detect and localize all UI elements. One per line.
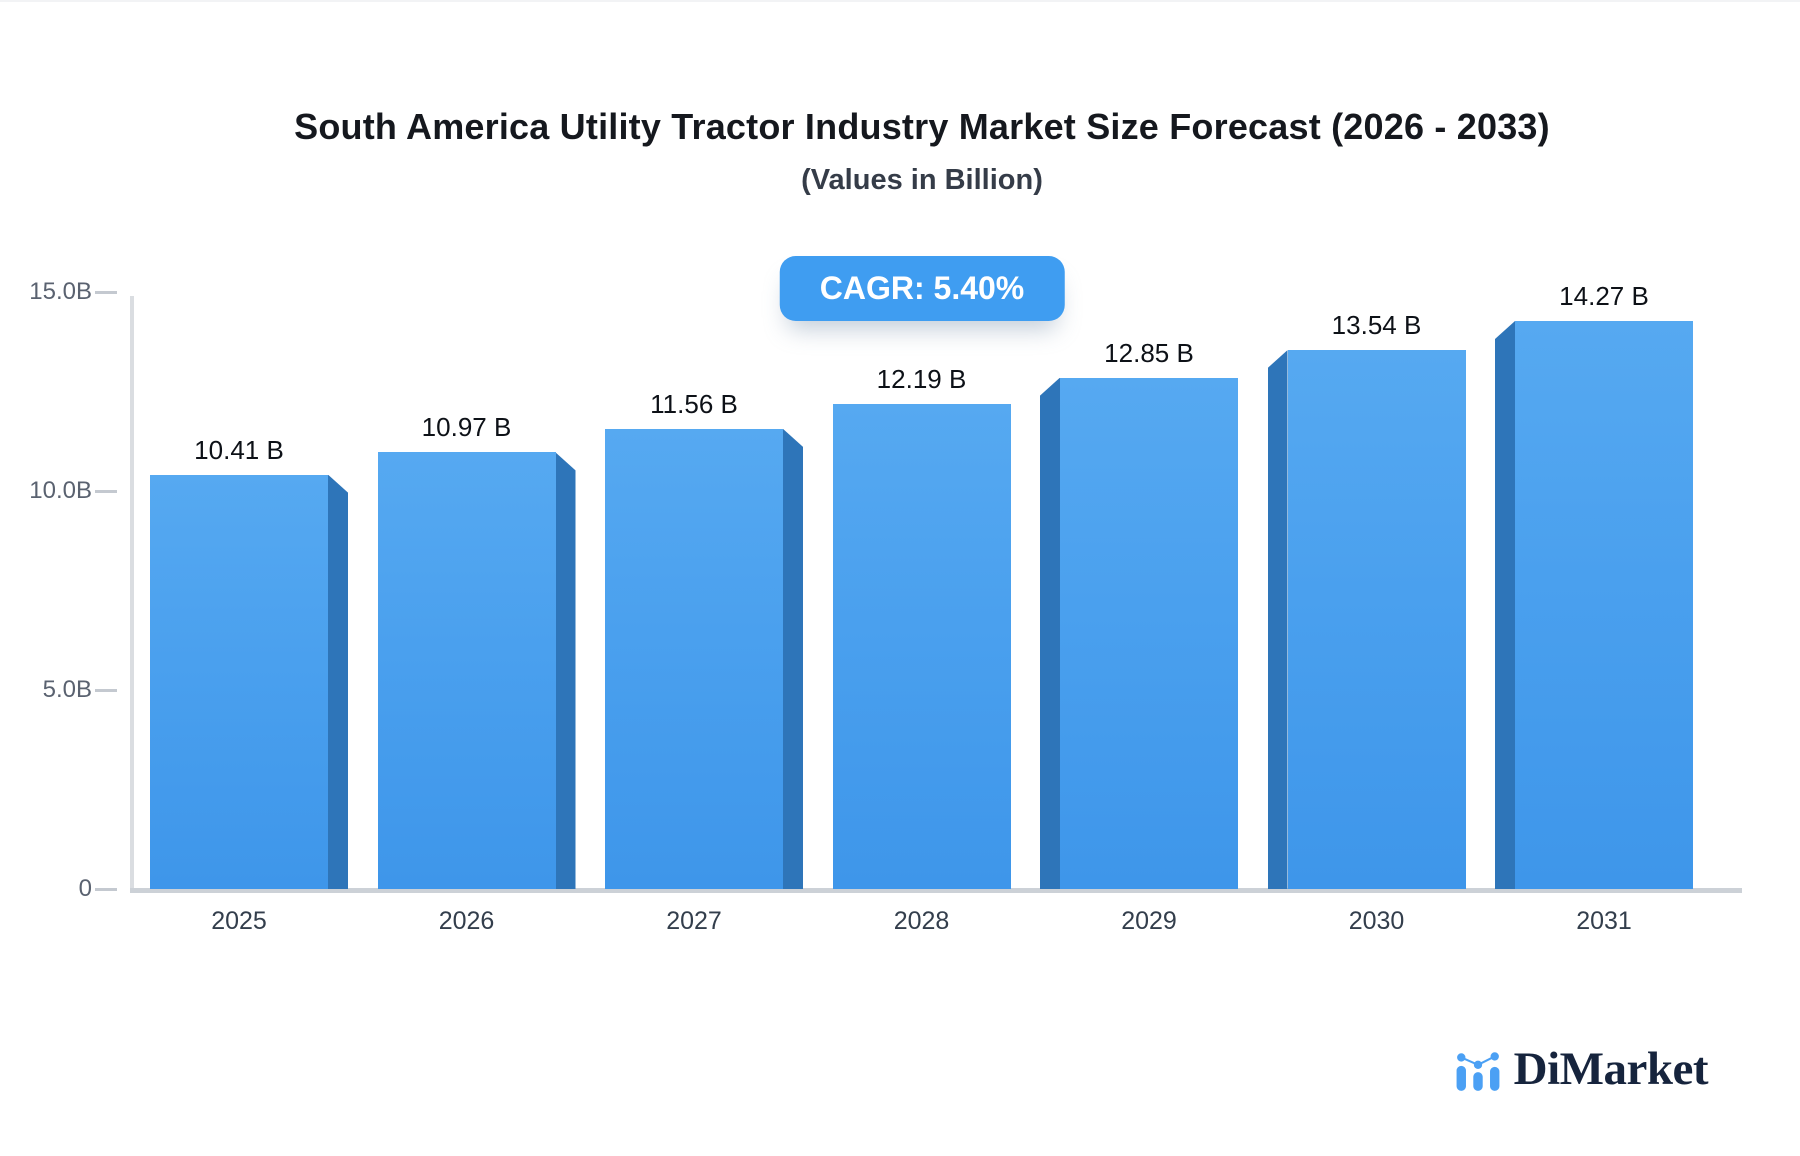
y-axis-tick bbox=[95, 290, 117, 294]
bar-face-2028 bbox=[832, 403, 1011, 889]
x-axis-label: 2027 bbox=[666, 907, 722, 935]
y-axis-label: 15.0B bbox=[29, 278, 92, 305]
bar-face-2029 bbox=[1060, 377, 1238, 889]
bar-side-2027 bbox=[783, 428, 803, 889]
bar-chart-logo-icon bbox=[1456, 1051, 1500, 1091]
x-axis-label: 2028 bbox=[893, 907, 950, 935]
chart-subtitle: (Values in Billion) bbox=[801, 164, 1043, 196]
bar-value-label: 11.56 B bbox=[650, 388, 738, 419]
bar-value-label: 12.85 B bbox=[1104, 337, 1194, 368]
bar-face-2030 bbox=[1287, 350, 1466, 889]
x-axis-label: 2030 bbox=[1348, 907, 1405, 935]
y-axis-tick bbox=[95, 688, 117, 692]
bar-side-2031 bbox=[1495, 321, 1515, 889]
y-axis-label: 0 bbox=[78, 875, 92, 902]
bar-face-2025 bbox=[150, 474, 328, 889]
y-axis-tick bbox=[95, 489, 117, 493]
x-axis-label: 2026 bbox=[438, 907, 495, 935]
bar-value-label: 10.41 B bbox=[194, 434, 284, 465]
chart-title: South America Utility Tractor Industry M… bbox=[294, 106, 1550, 147]
bar-face-2027 bbox=[605, 428, 783, 889]
bar-side-2026 bbox=[555, 452, 576, 889]
x-axis-label: 2031 bbox=[1576, 907, 1632, 935]
x-axis-label: 2029 bbox=[1121, 907, 1177, 935]
bar-value-label: 12.19 B bbox=[876, 363, 967, 394]
dimarket-logo: DiMarket bbox=[1455, 1043, 1709, 1095]
bar-side-2025 bbox=[328, 474, 348, 889]
bar-face-2026 bbox=[377, 452, 556, 889]
bar-side-2030 bbox=[1267, 350, 1288, 889]
x-axis-line bbox=[130, 888, 1742, 893]
x-axis-label: 2025 bbox=[211, 907, 267, 935]
bar-face-2031 bbox=[1515, 321, 1693, 889]
bar-side-2029 bbox=[1040, 377, 1060, 889]
y-axis-line bbox=[130, 296, 134, 891]
plot-area: 0 5.0B 10.0B 15.0B 10.41 B 2025 10.97 B 2026 11.… bbox=[29, 278, 1742, 935]
y-axis-label: 10.0B bbox=[29, 477, 92, 504]
y-axis-label: 5.0B bbox=[42, 676, 92, 703]
cagr-badge: CAGR: 5.40% bbox=[779, 256, 1065, 321]
bar-value-label: 14.27 B bbox=[1559, 281, 1649, 312]
logo-text: DiMarket bbox=[1513, 1043, 1709, 1095]
bar-value-label: 10.97 B bbox=[421, 412, 512, 443]
bar-value-label: 13.54 B bbox=[1331, 310, 1422, 341]
y-axis-tick bbox=[95, 887, 117, 891]
